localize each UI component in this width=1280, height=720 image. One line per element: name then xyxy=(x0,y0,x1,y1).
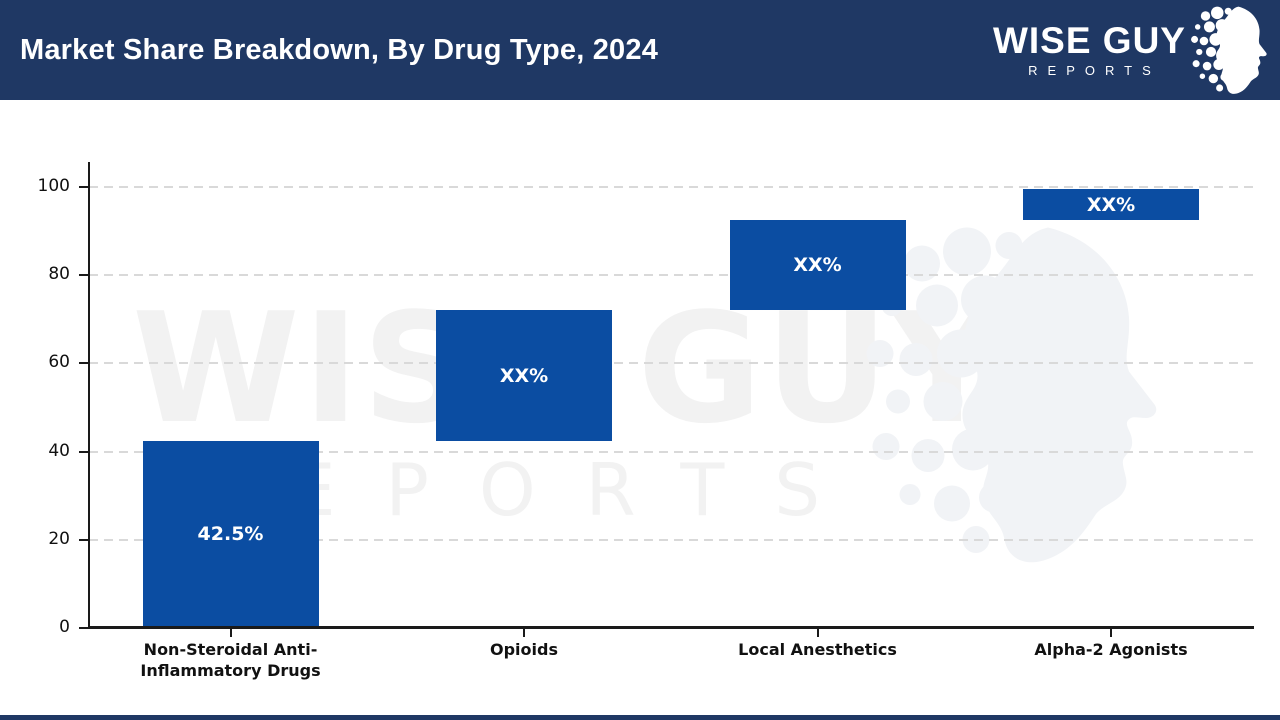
x-axis-line xyxy=(88,626,1254,629)
category-label-3: Local Anesthetics xyxy=(738,640,897,659)
y-tick-label: 40 xyxy=(48,440,70,461)
y-tick-mark xyxy=(79,186,88,188)
bar-value-label: XX% xyxy=(793,254,842,277)
y-tick-label: 80 xyxy=(48,264,70,285)
y-tick-mark xyxy=(79,627,88,629)
gridline-100 xyxy=(89,186,1254,188)
gridline-80 xyxy=(89,274,1254,277)
y-tick-mark xyxy=(79,274,88,277)
logo-text: WISE GUY REPORTS xyxy=(992,20,1186,78)
category-label-2: Opioids xyxy=(490,640,558,659)
bar-value-label: XX% xyxy=(499,364,549,387)
logo-wordmark: WISE GUY xyxy=(992,20,1186,62)
x-tick-mark xyxy=(816,629,819,637)
category-label-1: Non-Steroidal Anti-Inflammatory Drugs xyxy=(140,640,321,680)
x-tick-mark xyxy=(523,629,525,637)
y-tick-mark xyxy=(79,538,88,541)
y-tick-label: 20 xyxy=(48,528,70,549)
bar-4: XX% xyxy=(1023,189,1199,221)
logo-subtext: REPORTS xyxy=(1028,62,1161,78)
gridline-40 xyxy=(89,450,1254,453)
gridline-60 xyxy=(89,362,1254,365)
header-bar: Market Share Breakdown, By Drug Type, 20… xyxy=(0,0,1280,100)
y-tick-label: 100 xyxy=(37,176,70,196)
watermark-face-icon xyxy=(866,227,1157,563)
category-label-4: Alpha-2 Agonists xyxy=(1034,640,1188,659)
y-tick-label: 60 xyxy=(48,352,70,373)
y-tick-label: 0 xyxy=(59,617,70,637)
wiseguy-logo: WISE GUY REPORTS xyxy=(993,5,1280,95)
footer-bar xyxy=(0,715,1280,720)
x-tick-mark xyxy=(1110,629,1112,637)
bar-value-label: XX% xyxy=(1086,193,1136,216)
y-tick-mark xyxy=(79,450,88,453)
bar-1: 42.5% xyxy=(142,440,319,628)
chart-region: WISE GUY REPORTS 0 20 40 60 80 100 42.5% Non-St… xyxy=(0,100,1280,715)
x-tick-mark xyxy=(229,629,232,637)
page-title: Market Share Breakdown, By Drug Type, 20… xyxy=(20,33,659,66)
y-tick-mark xyxy=(79,362,88,365)
gridline-20 xyxy=(89,538,1254,541)
logo-face-icon xyxy=(1191,6,1267,94)
bar-value-label: 42.5% xyxy=(197,523,264,546)
y-axis-line xyxy=(88,162,90,628)
bar-2: XX% xyxy=(436,310,612,441)
bar-3: XX% xyxy=(729,220,906,311)
